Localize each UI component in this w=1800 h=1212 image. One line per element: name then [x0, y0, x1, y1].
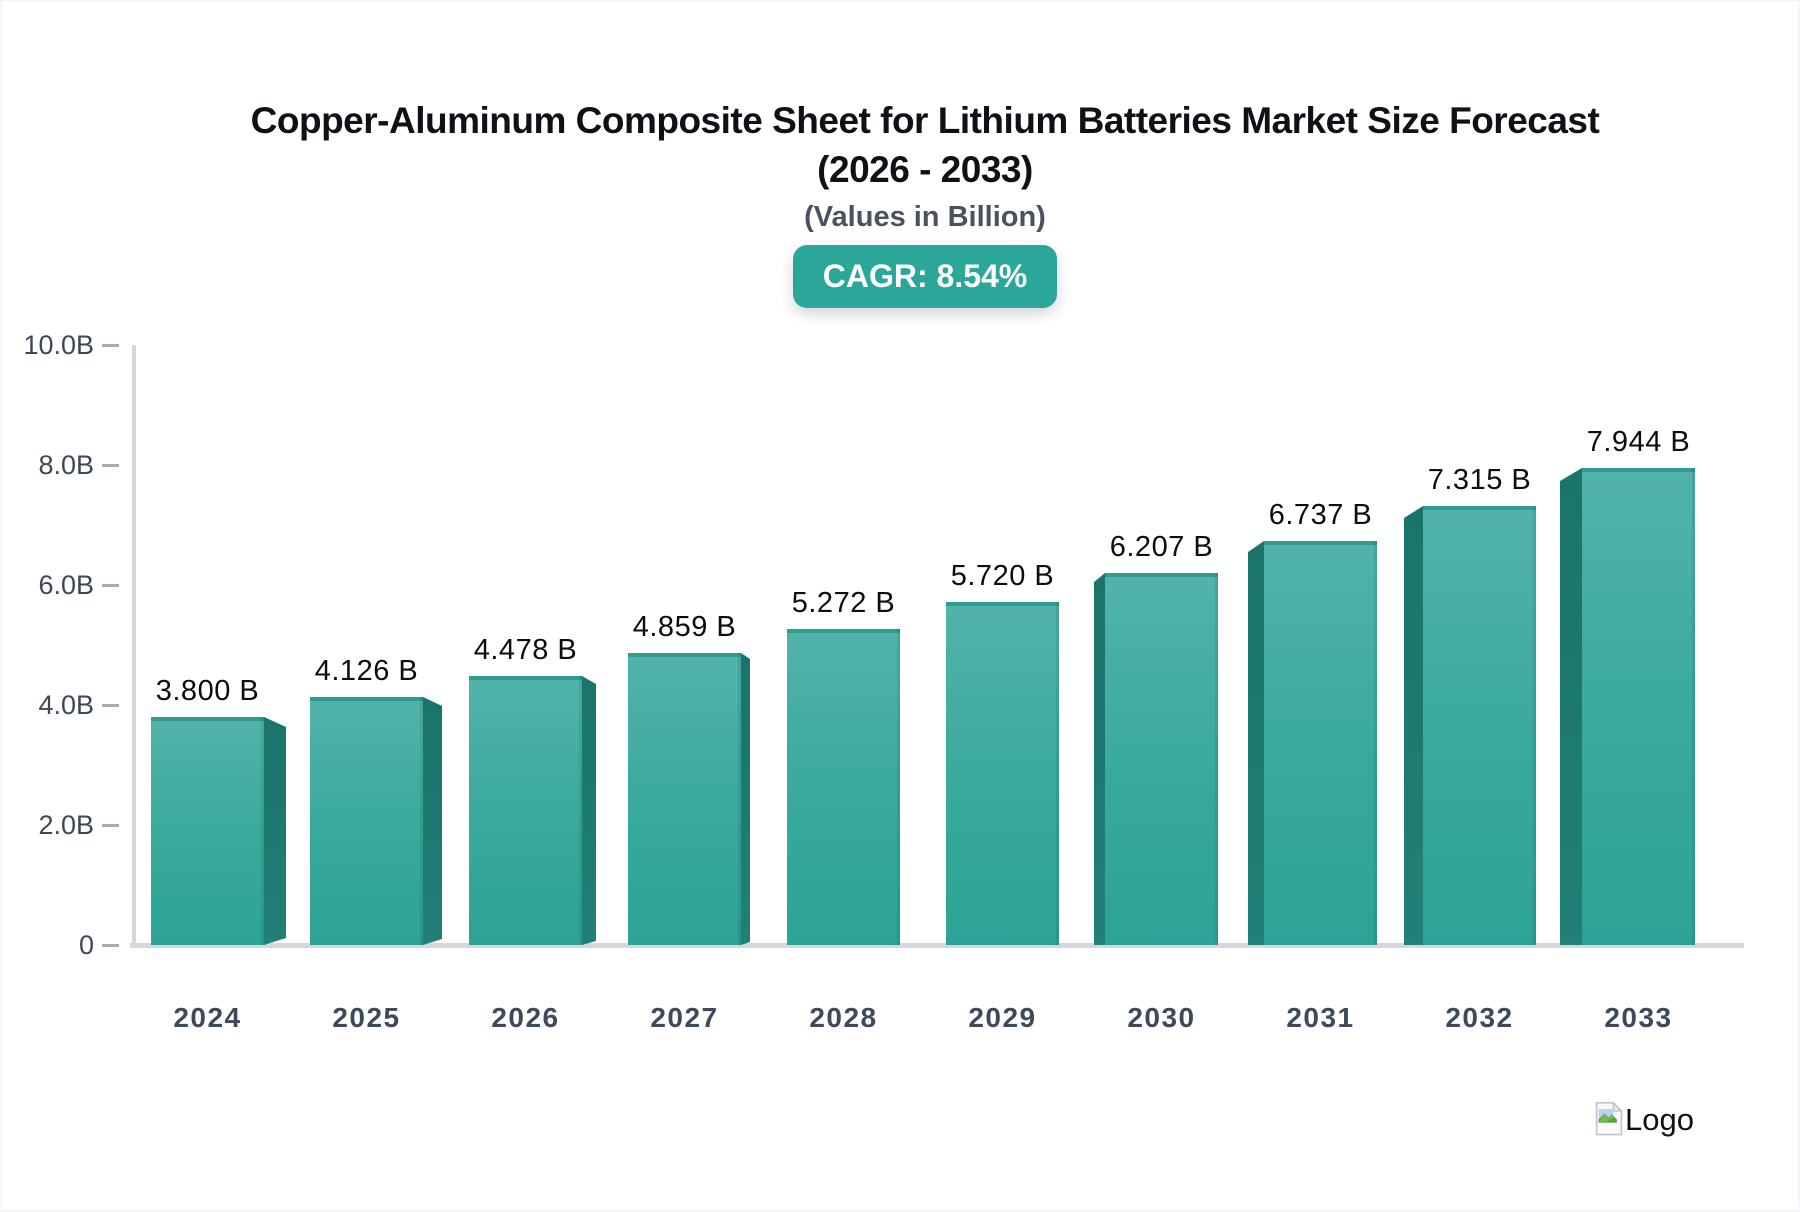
- bar-side-face-2025: [423, 697, 442, 945]
- x-tick-label-2025: 2025: [332, 1002, 401, 1033]
- bar-side-face-2031: [1248, 541, 1264, 945]
- bar-value-label-2030: 6.207 B: [1109, 531, 1214, 563]
- bar-value-label-2024: 3.800 B: [155, 675, 260, 707]
- bar-2029: [946, 602, 1059, 945]
- bar-2026: [469, 676, 582, 945]
- y-tick-label: 2.0B: [38, 810, 94, 840]
- y-axis-line: [132, 345, 136, 947]
- bar-side-face-2030: [1094, 573, 1105, 945]
- bar-2030: [1105, 573, 1218, 945]
- x-tick-label-2027: 2027: [650, 1002, 719, 1033]
- bar-2032: [1423, 506, 1536, 945]
- bar-side-face-2024: [264, 717, 286, 945]
- logo-text: Logo: [1625, 1102, 1694, 1138]
- x-tick-label-2030: 2030: [1127, 1002, 1196, 1033]
- chart-title-line1: Copper-Aluminum Composite Sheet for Lith…: [250, 100, 1600, 141]
- y-tick-label: 6.0B: [38, 570, 94, 600]
- logo-container: Logo: [1594, 1101, 1694, 1137]
- bar-value-label-2033: 7.944 B: [1586, 426, 1691, 458]
- bar-2028: [787, 629, 900, 945]
- x-tick-label-2031: 2031: [1286, 1002, 1355, 1033]
- bar-value-label-2031: 6.737 B: [1268, 499, 1373, 531]
- chart-subtitle: (Values in Billion): [804, 201, 1046, 233]
- bar-value-label-2029: 5.720 B: [950, 560, 1055, 592]
- y-tick-label: 10.0B: [23, 330, 94, 360]
- y-tick-label: 4.0B: [38, 690, 94, 720]
- broken-image-icon: [1594, 1101, 1624, 1137]
- bar-2024: [151, 717, 264, 945]
- x-tick-label-2033: 2033: [1604, 1002, 1673, 1033]
- bar-side-face-2027: [741, 653, 750, 945]
- y-tick-mark: [102, 704, 119, 707]
- y-tick-mark: [102, 464, 119, 467]
- x-axis-baseline: [130, 943, 1744, 948]
- bar-2033: [1582, 468, 1695, 945]
- bar-2025: [310, 697, 423, 945]
- chart-title-line2: (2026 - 2033): [817, 149, 1033, 190]
- bar-value-label-2028: 5.272 B: [791, 587, 896, 619]
- y-tick-label: 0: [78, 930, 94, 960]
- bar-side-face-2032: [1404, 506, 1423, 945]
- bar-value-label-2032: 7.315 B: [1427, 464, 1532, 496]
- y-tick-mark: [102, 344, 119, 347]
- bar-side-face-2033: [1560, 468, 1582, 945]
- x-tick-label-2029: 2029: [968, 1002, 1037, 1033]
- y-tick-mark: [102, 944, 119, 947]
- bar-value-label-2027: 4.859 B: [632, 611, 737, 643]
- x-tick-label-2026: 2026: [491, 1002, 560, 1033]
- bar-2027: [628, 653, 741, 945]
- y-tick-mark: [102, 824, 119, 827]
- chart-header: Copper-Aluminum Composite Sheet for Lith…: [27, 96, 1798, 308]
- x-tick-label-2024: 2024: [173, 1002, 242, 1033]
- bar-value-label-2025: 4.126 B: [314, 655, 419, 687]
- bar-side-face-2026: [582, 676, 596, 945]
- x-tick-label-2032: 2032: [1445, 1002, 1514, 1033]
- cagr-badge: CAGR: 8.54%: [792, 245, 1058, 308]
- x-tick-label-2028: 2028: [809, 1002, 878, 1033]
- y-tick-label: 8.0B: [38, 450, 94, 480]
- y-tick-mark: [102, 584, 119, 587]
- bar-value-label-2026: 4.478 B: [473, 634, 578, 666]
- bar-2031: [1264, 541, 1377, 945]
